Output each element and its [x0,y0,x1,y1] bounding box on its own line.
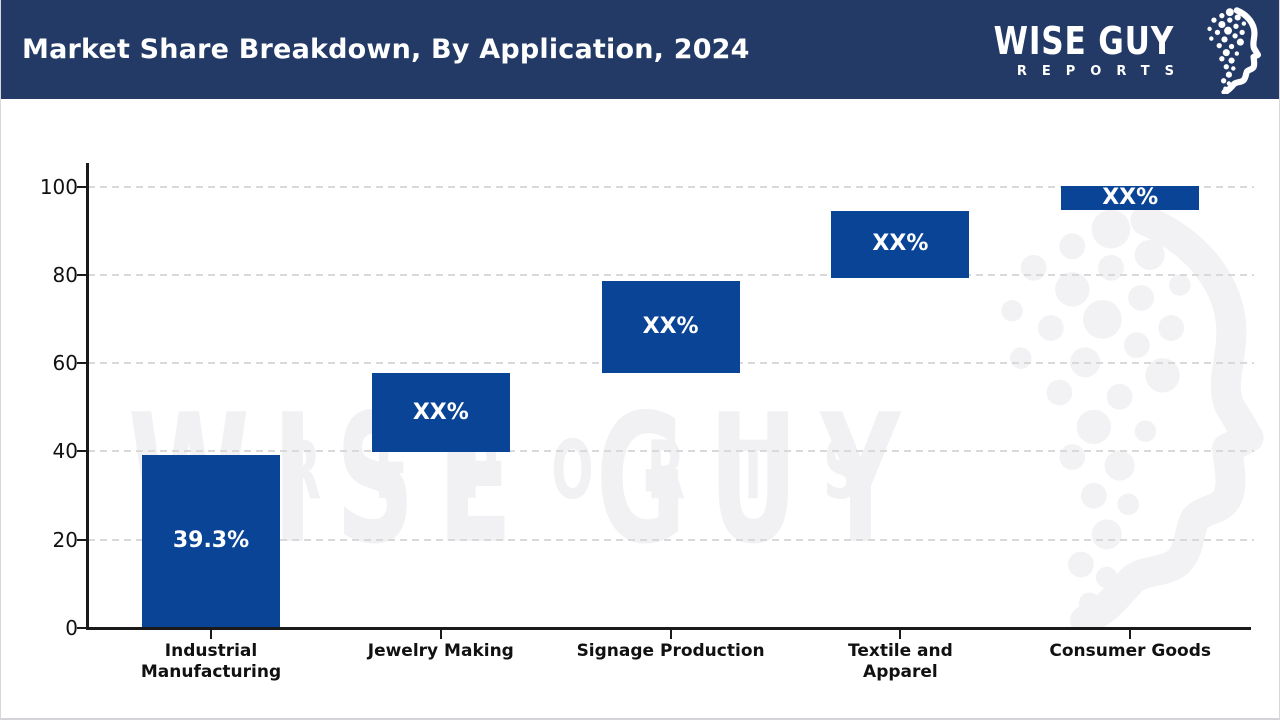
bar-value-label: 39.3% [172,528,250,554]
bar-value-label: XX% [872,231,929,257]
bar-value-label: XX% [642,313,699,339]
y-tick-label: 40 [52,439,78,464]
logo-wordmark: WISE GUY [993,18,1174,63]
x-category-label: Textile and Apparel [847,641,953,682]
x-tick-mark [669,629,672,639]
bar-Signage Production: XX% [601,280,740,373]
x-axis-line [86,627,1251,630]
logo-subtext: REPORTS [1016,63,1189,79]
gridline-40 [88,450,1254,453]
bar-Consumer Goods: XX% [1061,184,1200,211]
brand-logo: WISE GUY REPORTS [954,6,1262,94]
x-category-label: Consumer Goods [1049,641,1211,661]
x-category-label: Industrial Manufacturing [140,641,282,682]
bar-Textile and Apparel: XX% [831,210,970,279]
y-tick-mark [77,273,86,276]
x-tick-mark [1129,629,1132,639]
bar-value-label: XX% [1102,184,1159,210]
x-tick-mark [439,629,442,639]
bar-Industrial Manufacturing: 39.3% [142,454,280,628]
gridline-20 [88,538,1254,541]
bar-value-label: XX% [412,399,469,425]
y-tick-mark [77,627,86,629]
plot: 0 20 40 60 80 100 39.3% XX% XX% XX% XX% Industrial … [0,99,1280,717]
x-tick-mark [899,629,902,639]
x-category-label: Signage Production [576,641,765,661]
logo-face-icon [1180,6,1262,94]
bar-Jewelry Making: XX% [371,372,510,453]
y-tick-label: 60 [52,351,78,376]
x-category-label: Jewelry Making [367,641,514,661]
gridline-100 [88,185,1254,188]
y-tick-label: 80 [52,262,78,287]
y-tick-mark [77,185,86,188]
y-tick-label: 20 [52,527,78,552]
x-tick-mark [210,629,212,639]
gridline-80 [88,273,1254,276]
header: Market Share Breakdown, By Application, … [0,0,1280,99]
page-title: Market Share Breakdown, By Application, … [22,34,750,65]
brand-logo-text: WISE GUY REPORTS [954,22,1174,78]
y-tick-label: 0 [65,616,78,640]
y-tick-label: 100 [39,174,78,199]
y-tick-mark [77,538,86,541]
y-tick-mark [77,450,86,453]
chart-area: WISE GUY REPORTS 0 20 40 60 80 100 39.3% XX% XX%… [0,99,1280,717]
y-axis-line [86,163,89,630]
y-tick-mark [77,362,86,365]
